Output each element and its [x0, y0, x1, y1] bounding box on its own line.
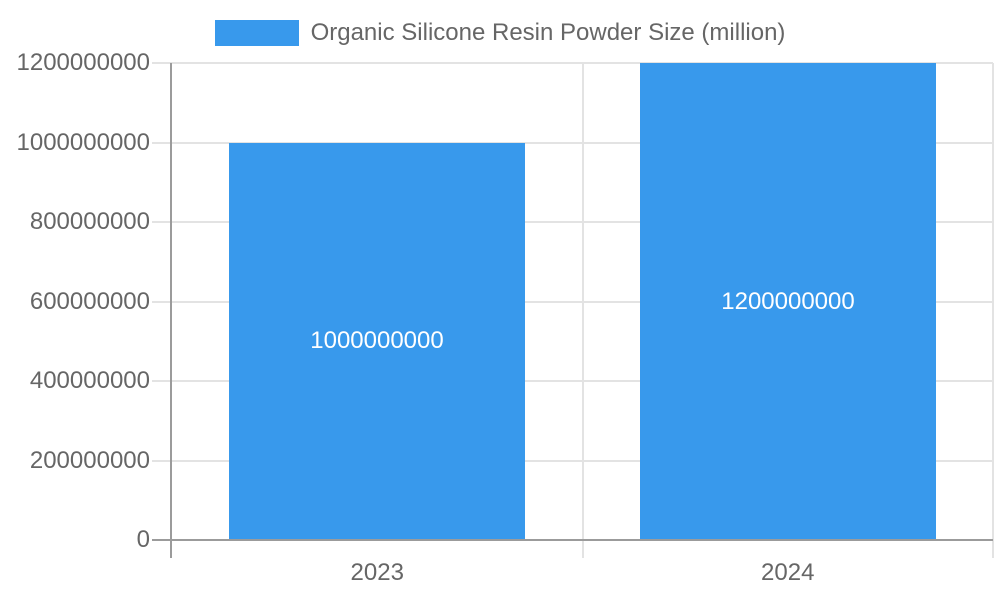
- y-axis-line: [170, 63, 172, 558]
- y-axis-tick: [152, 459, 172, 462]
- x-axis-line: [152, 539, 993, 541]
- y-axis-tick-label: 800000000: [29, 208, 150, 235]
- legend-label: Organic Silicone Resin Powder Size (mill…: [310, 19, 786, 46]
- y-axis-tick-label: 600000000: [29, 287, 150, 315]
- y-axis-tick: [152, 221, 172, 223]
- y-axis-tick: [152, 380, 172, 382]
- x-axis-tick-label: 2024: [761, 559, 815, 586]
- x-axis-tick: [992, 540, 994, 558]
- gridline-vertical: [992, 63, 994, 540]
- y-axis-tick-label: 0: [136, 526, 150, 553]
- y-axis-tick-label: 400000000: [29, 367, 150, 394]
- x-axis-tick: [581, 540, 584, 558]
- bar-value-label: 1200000000: [721, 287, 855, 315]
- gridline-vertical: [581, 63, 584, 540]
- legend-swatch-icon: [214, 20, 299, 46]
- legend-item[interactable]: Organic Silicone Resin Powder Size (mill…: [0, 20, 1000, 46]
- y-axis-tick: [152, 300, 172, 303]
- x-axis-tick-label: 2023: [350, 559, 404, 586]
- bar-value-label: 1000000000: [310, 327, 444, 355]
- y-axis-tick: [152, 62, 172, 64]
- y-axis-tick: [152, 141, 172, 144]
- bar-2024[interactable]: 1200000000: [640, 63, 936, 540]
- y-axis-tick-label: 200000000: [29, 446, 150, 474]
- y-axis-tick-label: 1000000000: [16, 128, 150, 156]
- bar-2023[interactable]: 1000000000: [229, 142, 525, 540]
- y-axis-tick-label: 1200000000: [16, 49, 150, 76]
